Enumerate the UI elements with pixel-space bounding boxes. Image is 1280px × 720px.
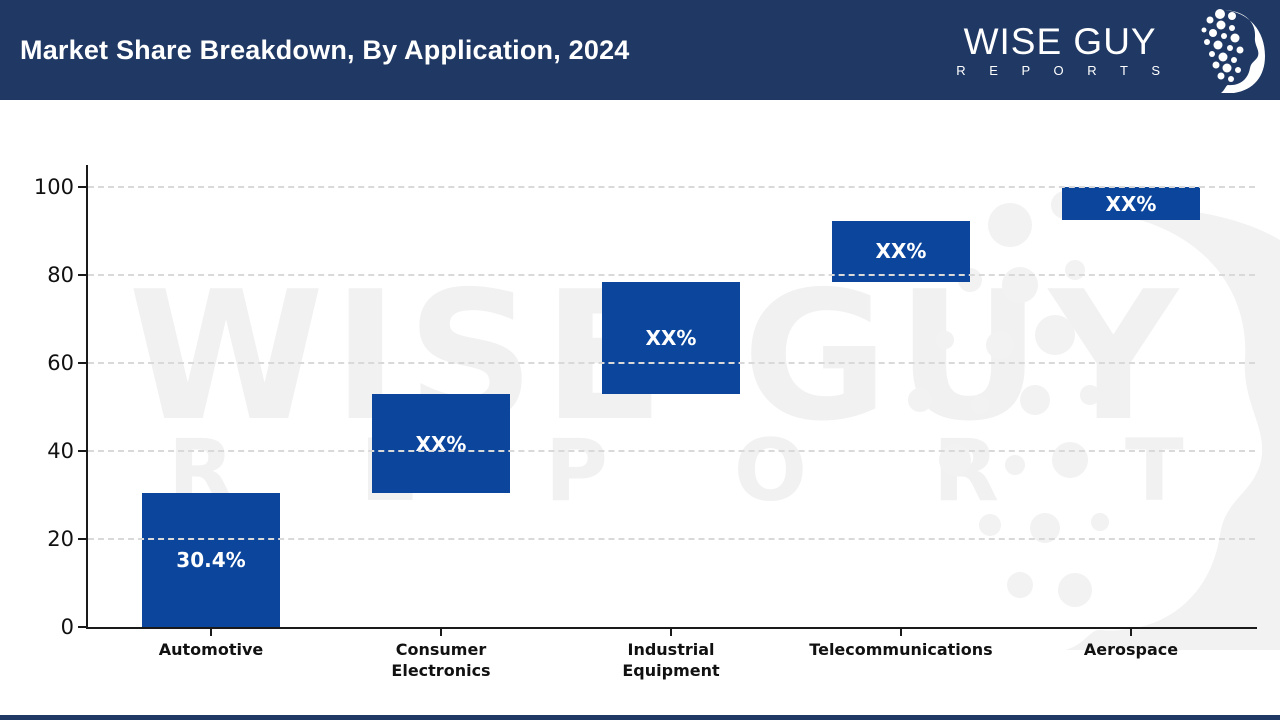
- x-category-label-0: Automotive: [158, 640, 264, 659]
- gridline-y-100: [88, 186, 1255, 188]
- brand-face-icon: [1201, 9, 1265, 93]
- header-bar: Market Share Breakdown, By Application, …: [0, 0, 1280, 100]
- y-tick-label-80: 80: [47, 263, 74, 287]
- y-tick-40: [78, 450, 86, 452]
- bar-telecommunications: XX%: [832, 221, 970, 282]
- x-category-label-1: Consumer Electronics: [391, 640, 491, 680]
- y-tick-20: [78, 538, 86, 540]
- x-category-label-4: Aerospace: [1083, 640, 1179, 659]
- footer-bar: [0, 715, 1280, 720]
- bar-value-label: 30.4%: [176, 548, 246, 573]
- bar-aerospace: XX%: [1062, 187, 1200, 221]
- gridline-y-40: [88, 450, 1255, 452]
- bar-value-label: XX%: [1105, 191, 1157, 216]
- x-tick-0: [210, 629, 212, 636]
- bar-industrial-equipment: XX%: [602, 282, 740, 394]
- gridline-y-80: [88, 274, 1255, 276]
- bar-automotive: 30.4%: [142, 493, 280, 627]
- bar-value-label: XX%: [875, 239, 927, 264]
- y-tick-80: [78, 274, 86, 276]
- y-tick-label-0: 0: [60, 615, 74, 639]
- x-tick-4: [1130, 629, 1132, 636]
- y-tick-label-40: 40: [47, 439, 74, 463]
- brand-logo-text: WISE GUY R E P O R T S: [950, 23, 1170, 78]
- gridline-y-60: [88, 362, 1255, 364]
- y-tick-0: [78, 626, 86, 628]
- y-tick-100: [78, 186, 86, 188]
- watermark-reports-text: R E P O R T S: [168, 421, 1280, 521]
- brand-name: WISE GUY: [963, 20, 1157, 62]
- x-tick-2: [670, 629, 672, 636]
- bar-consumer-electronics: XX%: [372, 393, 510, 494]
- bar-value-label: XX%: [645, 326, 697, 351]
- y-tick-60: [78, 362, 86, 364]
- y-axis: [86, 165, 88, 629]
- y-tick-label-100: 100: [33, 175, 74, 199]
- gridline-y-20: [88, 538, 1255, 540]
- brand-subname: R E P O R T S: [956, 62, 1170, 78]
- brand-logo: WISE GUY R E P O R T S: [950, 6, 1266, 94]
- x-category-label-3: Telecommunications: [809, 640, 993, 659]
- x-axis: [86, 627, 1257, 629]
- x-tick-3: [900, 629, 902, 636]
- y-tick-label-60: 60: [47, 351, 74, 375]
- x-tick-1: [440, 629, 442, 636]
- y-tick-label-20: 20: [47, 527, 74, 551]
- x-category-label-2: Industrial Equipment: [622, 640, 720, 680]
- page-title: Market Share Breakdown, By Application, …: [20, 34, 630, 65]
